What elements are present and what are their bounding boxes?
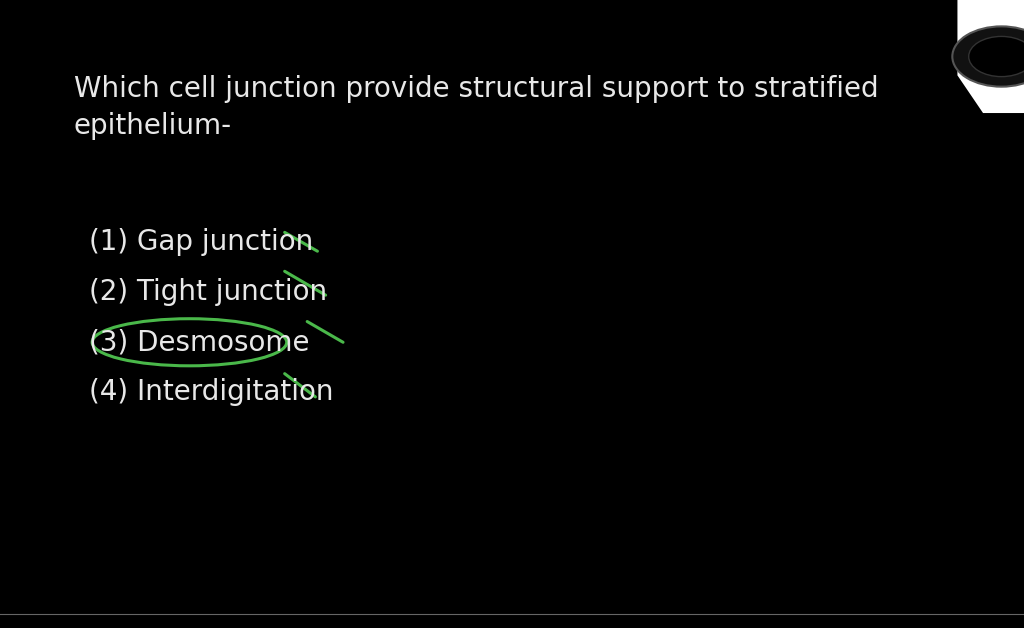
Text: Which cell junction provide structural support to stratified
epithelium-: Which cell junction provide structural s… (74, 75, 879, 140)
Text: (1) Gap junction: (1) Gap junction (89, 228, 313, 256)
Text: (3) Desmosome: (3) Desmosome (89, 328, 309, 356)
Circle shape (952, 26, 1024, 87)
Circle shape (969, 36, 1024, 77)
Polygon shape (957, 0, 1024, 113)
Text: (4) Interdigitation: (4) Interdigitation (89, 379, 334, 406)
Text: (2) Tight junction: (2) Tight junction (89, 278, 328, 306)
